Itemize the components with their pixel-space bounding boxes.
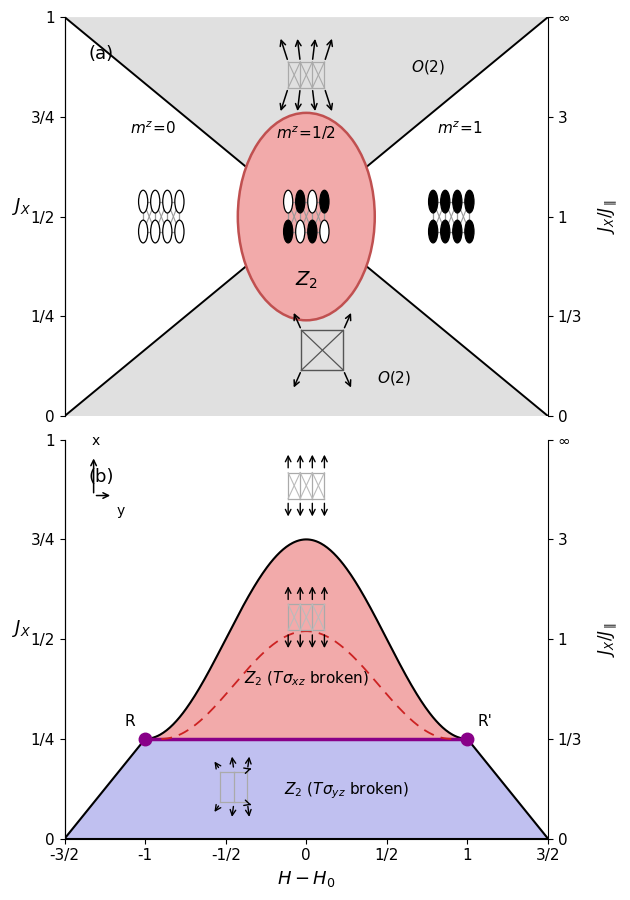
Circle shape (320, 220, 329, 243)
Circle shape (307, 220, 317, 243)
Circle shape (440, 190, 450, 213)
Circle shape (295, 190, 305, 213)
Y-axis label: $J_X/J_\parallel$: $J_X/J_\parallel$ (596, 199, 619, 234)
Circle shape (465, 190, 474, 213)
Text: $m^z\!=\!0$: $m^z\!=\!0$ (130, 121, 176, 137)
Polygon shape (65, 217, 548, 416)
Circle shape (151, 220, 160, 243)
Polygon shape (145, 539, 467, 739)
Circle shape (139, 220, 148, 243)
Circle shape (163, 190, 172, 213)
Text: $m^z\!=\!1$: $m^z\!=\!1$ (437, 121, 482, 137)
Text: x: x (91, 434, 100, 447)
Circle shape (453, 190, 462, 213)
Circle shape (440, 220, 450, 243)
Circle shape (465, 220, 474, 243)
Y-axis label: $J_X$: $J_X$ (11, 618, 31, 639)
Circle shape (428, 190, 438, 213)
Polygon shape (65, 17, 548, 217)
Circle shape (175, 190, 184, 213)
Text: R: R (125, 714, 135, 729)
Circle shape (284, 220, 293, 243)
X-axis label: $H-H_0$: $H-H_0$ (277, 868, 335, 889)
Text: $Z_2\ (T\sigma_{yz}\ \mathrm{broken})$: $Z_2\ (T\sigma_{yz}\ \mathrm{broken})$ (284, 780, 409, 801)
Circle shape (295, 220, 305, 243)
Circle shape (139, 190, 148, 213)
Circle shape (175, 220, 184, 243)
Circle shape (320, 190, 329, 213)
Text: $m^z\!=\!1/2$: $m^z\!=\!1/2$ (277, 124, 336, 141)
Text: R': R' (477, 714, 492, 729)
Text: $Z_2\ (T\sigma_{xz}\ \mathrm{broken})$: $Z_2\ (T\sigma_{xz}\ \mathrm{broken})$ (244, 670, 369, 688)
Circle shape (453, 220, 462, 243)
Text: (a): (a) (89, 45, 114, 63)
Text: (b): (b) (89, 468, 114, 486)
Circle shape (163, 220, 172, 243)
Y-axis label: $J_X/J_\parallel$: $J_X/J_\parallel$ (596, 622, 619, 657)
Text: $O(2)$: $O(2)$ (411, 58, 445, 76)
Circle shape (284, 190, 293, 213)
Text: y: y (116, 503, 125, 517)
Y-axis label: $J_X$: $J_X$ (11, 195, 31, 217)
Circle shape (428, 220, 438, 243)
Text: $O(2)$: $O(2)$ (377, 369, 411, 387)
Ellipse shape (238, 112, 375, 320)
Text: $Z_2$: $Z_2$ (295, 270, 318, 291)
Polygon shape (65, 739, 548, 839)
Circle shape (307, 190, 317, 213)
Circle shape (151, 190, 160, 213)
